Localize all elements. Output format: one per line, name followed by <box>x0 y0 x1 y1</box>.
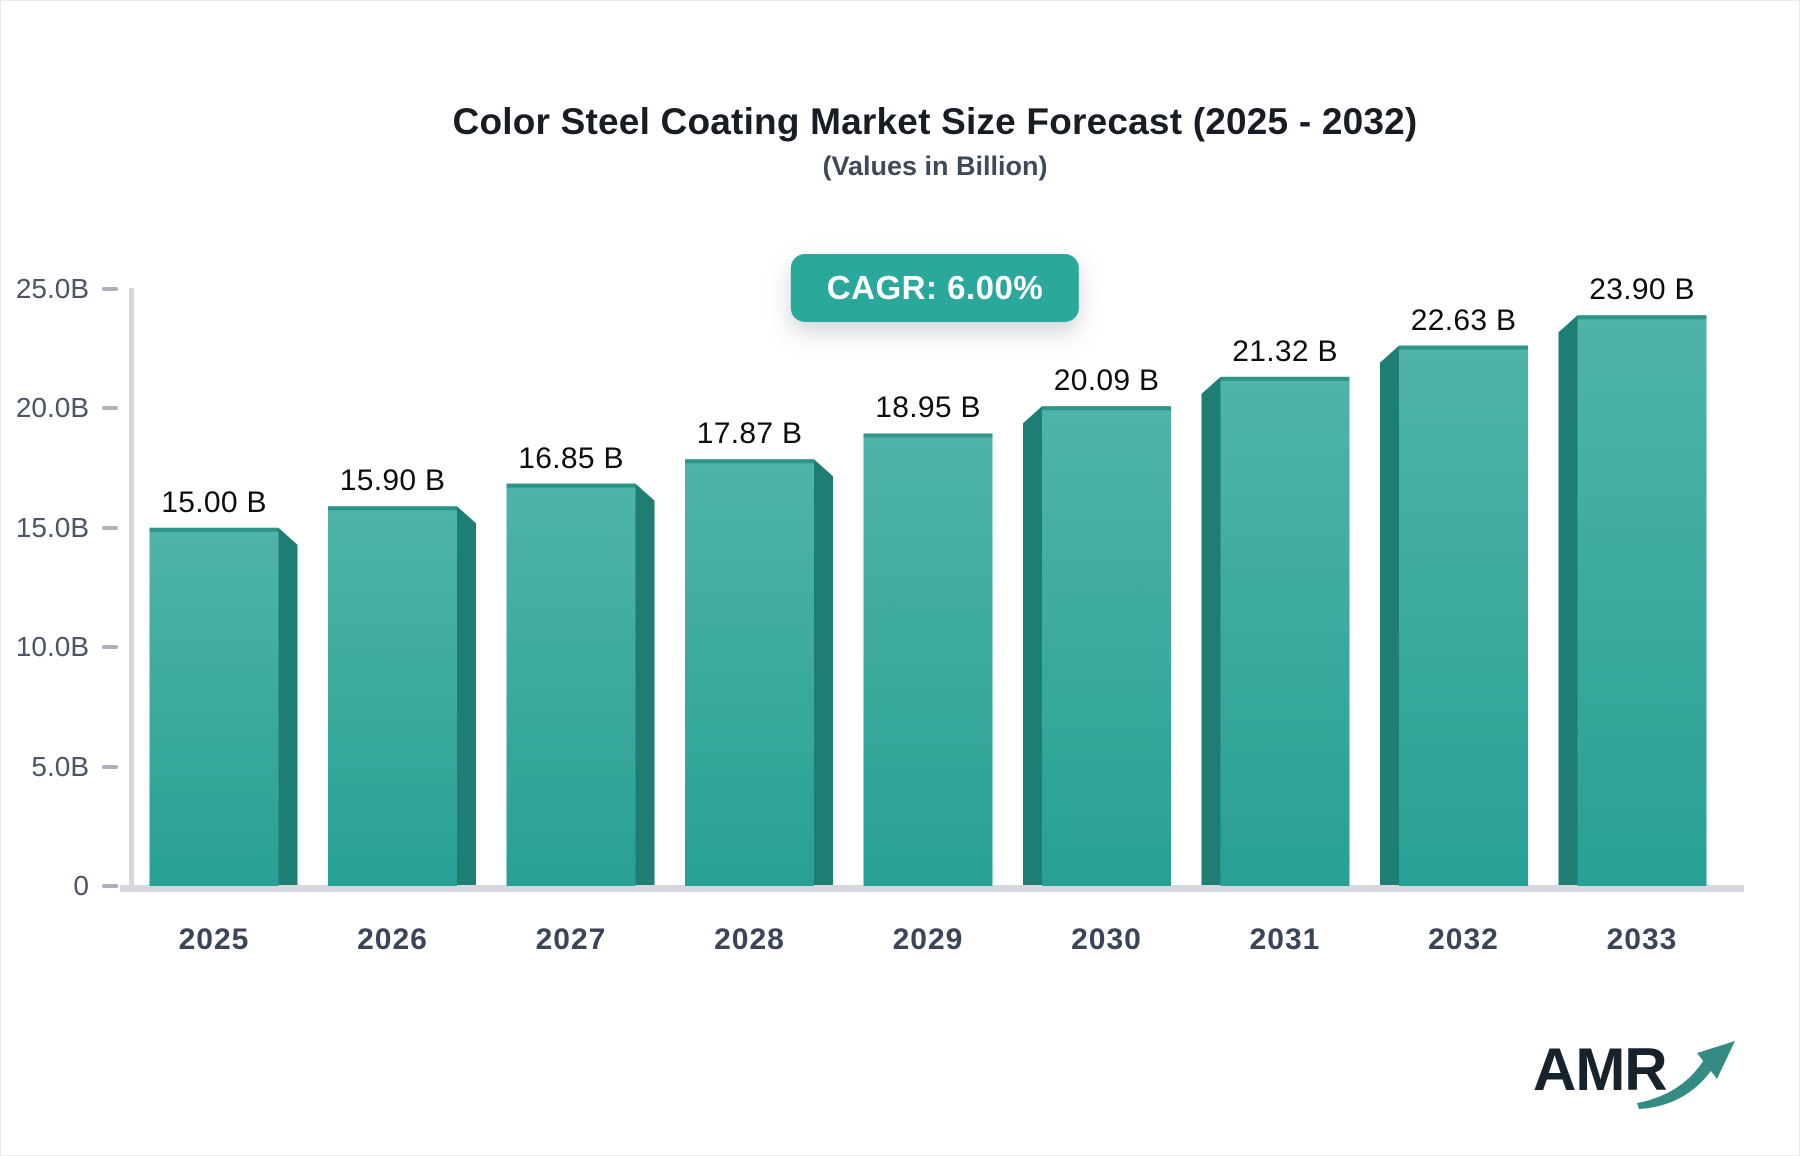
y-tick-dash <box>102 287 118 291</box>
x-tick-label: 2031 <box>1249 923 1321 956</box>
bar-value-label: 15.90 B <box>339 464 446 498</box>
y-axis-line <box>129 288 134 888</box>
growth-arrow-icon <box>1637 1041 1735 1109</box>
bar-value-label: 17.87 B <box>696 417 803 451</box>
bar-2030 <box>1023 406 1171 886</box>
x-tick-label: 2030 <box>1071 923 1142 956</box>
y-tick-label: 15.0B <box>15 511 89 543</box>
x-tick-label: 2025 <box>178 923 250 956</box>
y-tick-label: 25.0B <box>15 273 89 304</box>
y-tick-label: 20.0B <box>15 392 89 424</box>
bar-value-label: 20.09 B <box>1053 364 1160 398</box>
y-tick-dash <box>102 884 118 888</box>
bar-value-label: 23.90 B <box>1589 273 1695 307</box>
x-tick-label: 2033 <box>1606 923 1678 956</box>
y-tick-dash <box>102 525 118 530</box>
bar-2027 <box>506 483 655 886</box>
x-tick-label: 2029 <box>892 923 964 956</box>
chart-title: Color Steel Coating Market Size Forecast… <box>452 101 1418 142</box>
bar-2031 <box>1201 376 1350 886</box>
y-tick-label: 10.0B <box>15 631 89 663</box>
bar-value-label: 21.32 B <box>1232 334 1338 368</box>
bar-2028 <box>685 459 833 886</box>
bar-2033 <box>1558 315 1707 886</box>
amr-logo: AMR <box>1533 1031 1735 1126</box>
chart-subtitle: (Values in Billion) <box>822 151 1048 181</box>
y-tick-label: 0 <box>73 870 89 901</box>
y-tick-dash <box>102 764 118 769</box>
y-tick-dash <box>102 645 118 650</box>
y-tick-label: 5.0B <box>31 750 89 782</box>
bar-2026 <box>328 506 476 886</box>
amr-logo-text: AMR <box>1533 1036 1668 1103</box>
bar-value-label: 18.95 B <box>875 391 981 425</box>
cagr-badge: CAGR: 6.00% <box>790 254 1080 322</box>
bar-2029 <box>863 433 993 886</box>
bar-2025 <box>149 527 298 886</box>
bar-value-label: 16.85 B <box>518 441 624 475</box>
x-tick-label: 2026 <box>357 923 428 956</box>
cagr-badge-label: CAGR: 6.00% <box>826 269 1044 306</box>
x-tick-label: 2027 <box>535 923 607 956</box>
x-tick-label: 2032 <box>1428 923 1499 956</box>
x-axis-line <box>120 885 1744 892</box>
y-tick-dash <box>102 406 118 411</box>
bar-value-label: 22.63 B <box>1410 303 1517 337</box>
bar-2032 <box>1380 345 1528 887</box>
x-tick-label: 2028 <box>714 923 785 956</box>
bar-value-label: 15.00 B <box>161 485 267 519</box>
